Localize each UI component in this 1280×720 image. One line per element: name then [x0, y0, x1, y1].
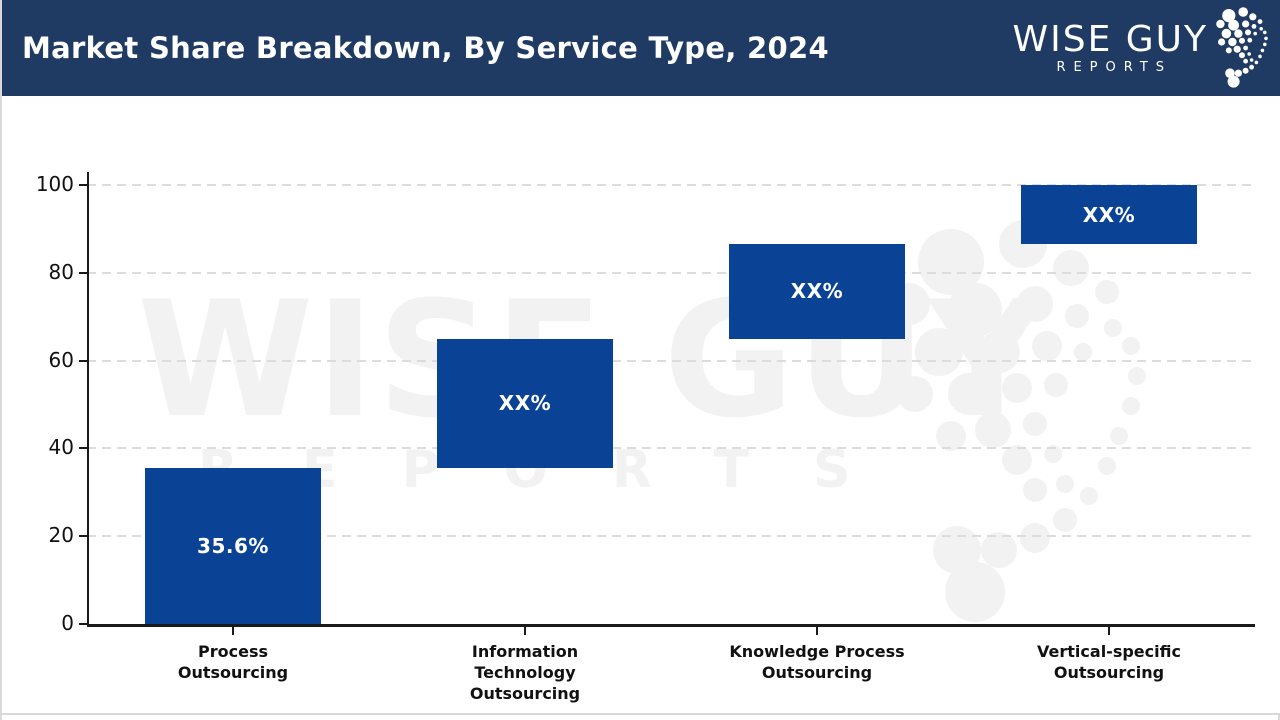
y-tick-label: 0	[61, 611, 74, 635]
figure-bottom-border	[2, 713, 1280, 715]
y-axis-tick	[79, 184, 87, 186]
chart-title: Market Share Breakdown, By Service Type,…	[22, 31, 829, 65]
x-axis-label-line: Process	[198, 642, 268, 661]
gridline	[87, 359, 1255, 362]
y-tick-label: 80	[48, 259, 74, 284]
x-axis-label: Vertical-specific Outsourcing	[963, 641, 1255, 683]
bar-value-label: 35.6%	[197, 533, 269, 558]
gridline	[87, 447, 1255, 450]
y-axis-tick	[79, 535, 87, 538]
x-axis-label-line: Information	[471, 642, 579, 661]
y-tick-label: 60	[48, 347, 74, 372]
bar: XX%	[437, 338, 613, 468]
gridline	[87, 535, 1255, 538]
bar-value-label: XX%	[790, 279, 844, 304]
chart-area: WISE GUY REPORTS 02040608010035.6%Proces…	[2, 96, 1280, 713]
y-axis-tick	[79, 359, 87, 362]
y-axis-tick	[79, 447, 87, 450]
y-axis-line	[87, 172, 89, 627]
x-axis-tick	[524, 627, 526, 635]
bar-value-label: XX%	[498, 391, 552, 416]
y-axis-tick	[79, 623, 87, 625]
x-axis-line	[87, 624, 1255, 627]
x-axis-label-line: Knowledge Process	[729, 642, 905, 661]
logo-subtext: REPORTS	[1056, 60, 1173, 76]
bar: XX%	[729, 244, 905, 339]
x-axis-label: Knowledge Process Outsourcing	[671, 641, 963, 683]
gridline	[87, 184, 1255, 186]
x-axis-tick	[816, 627, 818, 635]
brand-logo: WISE GUY REPORTS	[1013, 4, 1275, 92]
bar-value-label: XX%	[1082, 202, 1136, 227]
x-axis-tick	[1108, 627, 1110, 635]
x-axis-label-line: Outsourcing	[1053, 663, 1165, 682]
x-axis-label-line: Vertical-specific	[1037, 642, 1181, 661]
x-axis-label: Information Technology Outsourcing	[379, 641, 671, 704]
logo-text: WISE GUY REPORTS	[1012, 18, 1209, 76]
y-tick-label: 20	[48, 523, 74, 548]
x-axis-label-line: Outsourcing	[761, 663, 873, 682]
x-axis-label-line: Outsourcing	[469, 684, 581, 703]
logo-wordmark: WISE GUY	[1012, 18, 1208, 60]
bar: 35.6%	[145, 467, 321, 624]
logo-head-icon	[1216, 7, 1268, 88]
bar: XX%	[1021, 185, 1197, 245]
gridline	[87, 271, 1255, 274]
x-axis-label: Process Outsourcing	[87, 641, 379, 683]
plot-area: 0 20 40 60 80 100 35.6% Process Outsourcing XX% In…	[2, 96, 1280, 713]
x-axis-label-line: Technology	[474, 663, 576, 682]
header-bar: Market Share Breakdown, By Service Type,…	[2, 0, 1280, 96]
x-axis-label-line: Outsourcing	[177, 663, 289, 682]
x-axis-tick	[232, 627, 234, 635]
y-tick-label: 40	[48, 435, 74, 460]
y-axis-tick	[79, 271, 87, 274]
y-tick-label: 100	[35, 172, 74, 196]
